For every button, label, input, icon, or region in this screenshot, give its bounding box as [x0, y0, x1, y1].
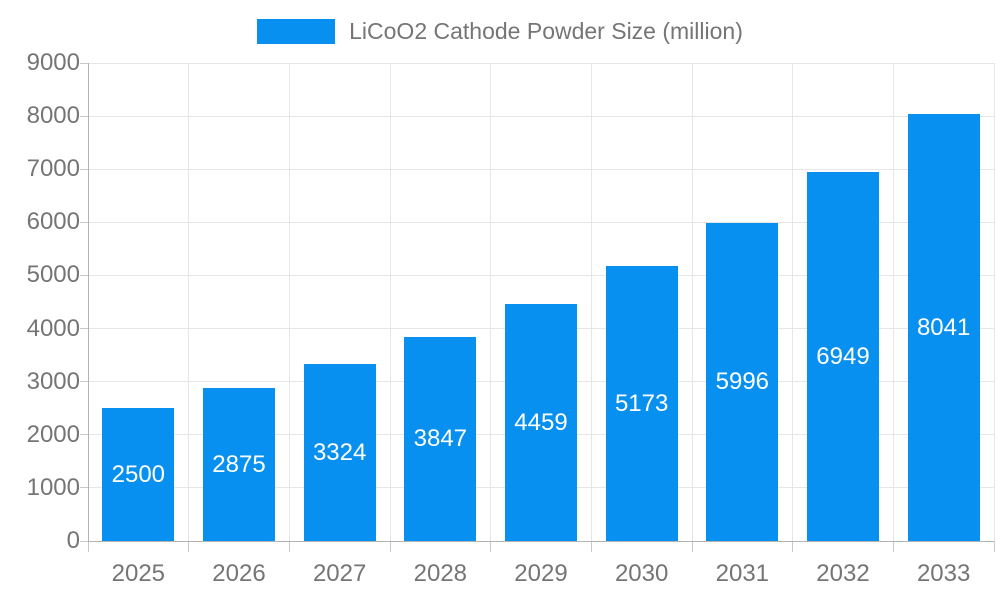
y-axis-label: 6000	[26, 208, 80, 236]
bar-value-label: 3847	[413, 425, 468, 452]
bar-2033[interactable]	[908, 114, 980, 541]
bar-value-label: 5996	[715, 368, 770, 395]
x-axis-tick	[188, 541, 190, 552]
y-axis-label: 7000	[26, 155, 80, 183]
y-axis-label: 1000	[26, 473, 80, 501]
x-axis-label: 2028	[413, 560, 468, 587]
y-axis-tick	[80, 434, 88, 436]
gridline-vertical	[993, 63, 995, 541]
y-axis-label: 4000	[26, 314, 80, 342]
bar-2031[interactable]	[706, 223, 778, 541]
bar-2032[interactable]	[807, 172, 879, 541]
gridline-vertical	[288, 63, 290, 541]
legend-swatch	[257, 19, 336, 44]
gridline-horizontal	[88, 221, 994, 223]
gridline-horizontal	[88, 115, 994, 117]
bar-2027[interactable]	[304, 364, 376, 541]
x-axis-tick	[892, 541, 894, 552]
legend[interactable]: LiCoO2 Cathode Powder Size (million)	[0, 18, 1000, 45]
x-axis-tick	[590, 541, 592, 552]
bar-2025[interactable]	[102, 408, 174, 541]
plot-area: 0 1000 2000 3000 4000 5000 6000 7000 8000 9000 250…	[27, 49, 995, 587]
gridline-vertical	[691, 63, 693, 541]
y-axis-tick	[80, 168, 88, 170]
bar-2029[interactable]	[505, 304, 577, 541]
y-axis-label: 0	[66, 527, 80, 554]
bar-2026[interactable]	[203, 388, 275, 541]
x-axis-label: 2033	[916, 560, 971, 587]
gridline-horizontal	[88, 274, 994, 276]
y-axis-label: 2000	[26, 420, 80, 448]
x-axis-tick	[389, 541, 391, 552]
x-axis-label: 2027	[312, 560, 367, 587]
bar-value-label: 2875	[212, 450, 266, 478]
bar-value-label: 3324	[312, 438, 367, 466]
x-axis-label: 2026	[212, 560, 266, 587]
y-axis-tick	[80, 62, 88, 64]
y-axis-tick	[80, 328, 88, 330]
y-axis-label: 8000	[26, 102, 80, 130]
bar-value-label: 8041	[916, 313, 971, 341]
x-axis-tick	[288, 541, 290, 552]
legend-label: LiCoO2 Cathode Powder Size (million)	[349, 18, 743, 44]
x-axis-tick	[490, 541, 492, 552]
gridline-vertical	[188, 63, 190, 541]
x-axis-label: 2025	[111, 560, 166, 587]
y-axis-line	[88, 63, 89, 541]
x-axis-tick	[691, 541, 693, 552]
gridline-vertical	[892, 63, 894, 541]
y-axis-tick	[80, 487, 88, 489]
x-axis-tick	[87, 541, 89, 552]
bar-value-label: 6949	[816, 342, 870, 370]
bar-2028[interactable]	[404, 337, 476, 541]
gridline-horizontal	[88, 62, 994, 64]
y-axis-tick	[80, 115, 88, 117]
x-axis-line	[88, 541, 994, 542]
y-axis-tick	[80, 381, 88, 383]
bar-value-label: 2500	[111, 460, 166, 488]
gridline-vertical	[590, 63, 592, 541]
y-axis-label: 5000	[26, 261, 80, 289]
x-axis-tick	[792, 541, 794, 552]
bar-2030[interactable]	[606, 266, 678, 541]
gridline-horizontal	[88, 168, 994, 170]
x-axis-label: 2031	[715, 560, 770, 587]
y-axis-tick	[80, 274, 88, 276]
bar-value-label: 5173	[614, 389, 669, 417]
bar-value-label: 4459	[514, 408, 568, 436]
x-axis-tick	[993, 541, 995, 552]
gridline-vertical	[792, 63, 794, 541]
y-axis-label: 3000	[26, 367, 80, 395]
gridline-vertical	[389, 63, 391, 541]
y-axis-tick	[80, 221, 88, 223]
y-axis-tick	[80, 540, 88, 542]
y-axis-label: 9000	[26, 49, 80, 76]
x-axis-label: 2030	[614, 560, 669, 587]
x-axis-label: 2032	[816, 560, 870, 587]
x-axis-label: 2029	[514, 560, 568, 587]
gridline-vertical	[490, 63, 492, 541]
